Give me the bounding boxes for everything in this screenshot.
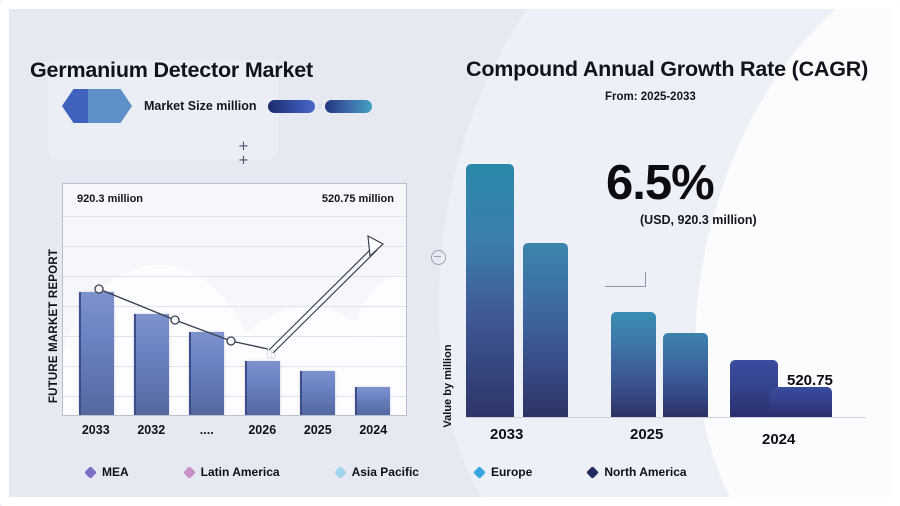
line-marker-mid (226, 336, 236, 346)
gridline (63, 366, 406, 367)
right-chart-group-2024 (730, 157, 870, 417)
legend-diamond-icon (84, 465, 97, 479)
gridline (63, 216, 406, 217)
line-marker-2032 (170, 315, 180, 325)
hexagon-pair-icon (62, 89, 134, 123)
right-chart-y-axis-label: Value by million (442, 344, 454, 428)
cagr-usd-note: (USD, 920.3 million) (640, 213, 757, 227)
legend-diamond-icon (473, 465, 486, 479)
gradient-pill-primary (268, 100, 315, 113)
x-label-2024: 2024 (359, 423, 388, 437)
gradient-pill-secondary (324, 100, 372, 113)
left-chart-start-value-note: 920.3 million (77, 193, 144, 205)
growth-arrow (268, 234, 385, 354)
plus-marker-group: + + (238, 140, 249, 168)
legend-diamond-icon (586, 465, 600, 479)
gridline (63, 306, 406, 307)
gridline (63, 276, 406, 277)
bar-2032 (134, 314, 170, 415)
bar-2033 (79, 292, 115, 415)
plus-icon-bottom: + (238, 153, 249, 168)
legend-item-europe[interactable]: Europe (473, 465, 533, 479)
legend-label: Asia Pacific (351, 465, 419, 479)
bar-2024 (354, 387, 390, 415)
legend-item-latin-america[interactable]: Latin America (182, 465, 280, 479)
right-chart-group-2033 (466, 157, 606, 417)
region-legend: MEA Latin America Asia Pacific Europe No… (84, 465, 687, 479)
right-chart-baseline (466, 417, 866, 418)
bar-mid (189, 332, 225, 415)
rbar-2033-primary (466, 164, 514, 417)
pill-separator: : (319, 103, 321, 110)
left-chart-plot-area: 920.3 million 520.75 million ◫ ◫ (62, 183, 407, 416)
right-x-label-2024: 2024 (762, 431, 796, 448)
rbar-2025-primary (611, 312, 656, 417)
left-chart-x-axis-labels: 2033 2032 .... 2026 2025 2024 (62, 423, 407, 437)
rbar-2025-secondary (663, 333, 708, 417)
rbar-2024-secondary (770, 387, 832, 417)
legend-label: North America (604, 465, 687, 479)
x-label-2032: 2032 (137, 423, 166, 437)
right-chart-value-label: 520.75 (787, 372, 833, 389)
minus-circle-icon (431, 250, 446, 265)
bar-2026 (244, 361, 280, 415)
legend-item-north-america[interactable]: North America (586, 465, 687, 479)
x-label-2026: 2026 (248, 423, 277, 437)
plus-icon-top: + (238, 139, 249, 154)
ghost-table-icon-1: ◫ (266, 347, 277, 360)
line-marker-2033 (94, 284, 104, 294)
gradient-pill-group: : (268, 100, 372, 113)
right-chart-group-2025 (611, 157, 751, 417)
gridline (63, 336, 406, 337)
legend-item-asia-pacific[interactable]: Asia Pacific (333, 465, 419, 479)
hexagon-right-icon (88, 89, 132, 123)
legend-label: Latin America (200, 465, 280, 479)
legend-label: Europe (490, 465, 533, 479)
market-size-badge-label: Market Size million (144, 99, 257, 113)
left-chart-line-and-arrow-overlay (94, 234, 385, 354)
trend-line (98, 288, 269, 350)
gridline (63, 396, 406, 397)
market-size-badge: Market Size million (62, 89, 257, 123)
x-label-2025: 2025 (303, 423, 332, 437)
left-chart-bar-series (63, 184, 406, 415)
legend-item-mea[interactable]: MEA (84, 465, 129, 479)
right-x-label-2033: 2033 (490, 426, 524, 443)
rbar-2033-secondary (523, 243, 568, 417)
right-panel-title: Compound Annual Growth Rate (CAGR) (466, 57, 869, 81)
x-label-2033: 2033 (81, 423, 110, 437)
left-chart-y-axis-label: FUTURE MARKET REPORT (48, 248, 60, 404)
x-label-ellipsis: .... (199, 423, 214, 437)
legend-diamond-icon (182, 465, 196, 479)
right-panel-subtitle: From: 2025-2033 (605, 91, 696, 103)
legend-label: MEA (102, 465, 129, 479)
left-chart-end-value-note: 520.75 million (321, 193, 394, 205)
right-chart-tick-bracket (605, 272, 646, 287)
left-panel-title: Germanium Detector Market (30, 58, 313, 82)
legend-diamond-icon (333, 465, 347, 479)
cagr-value: 6.5% (606, 156, 715, 210)
right-x-label-2025: 2025 (630, 426, 664, 443)
gridline (63, 246, 406, 247)
bar-2025 (299, 371, 335, 415)
